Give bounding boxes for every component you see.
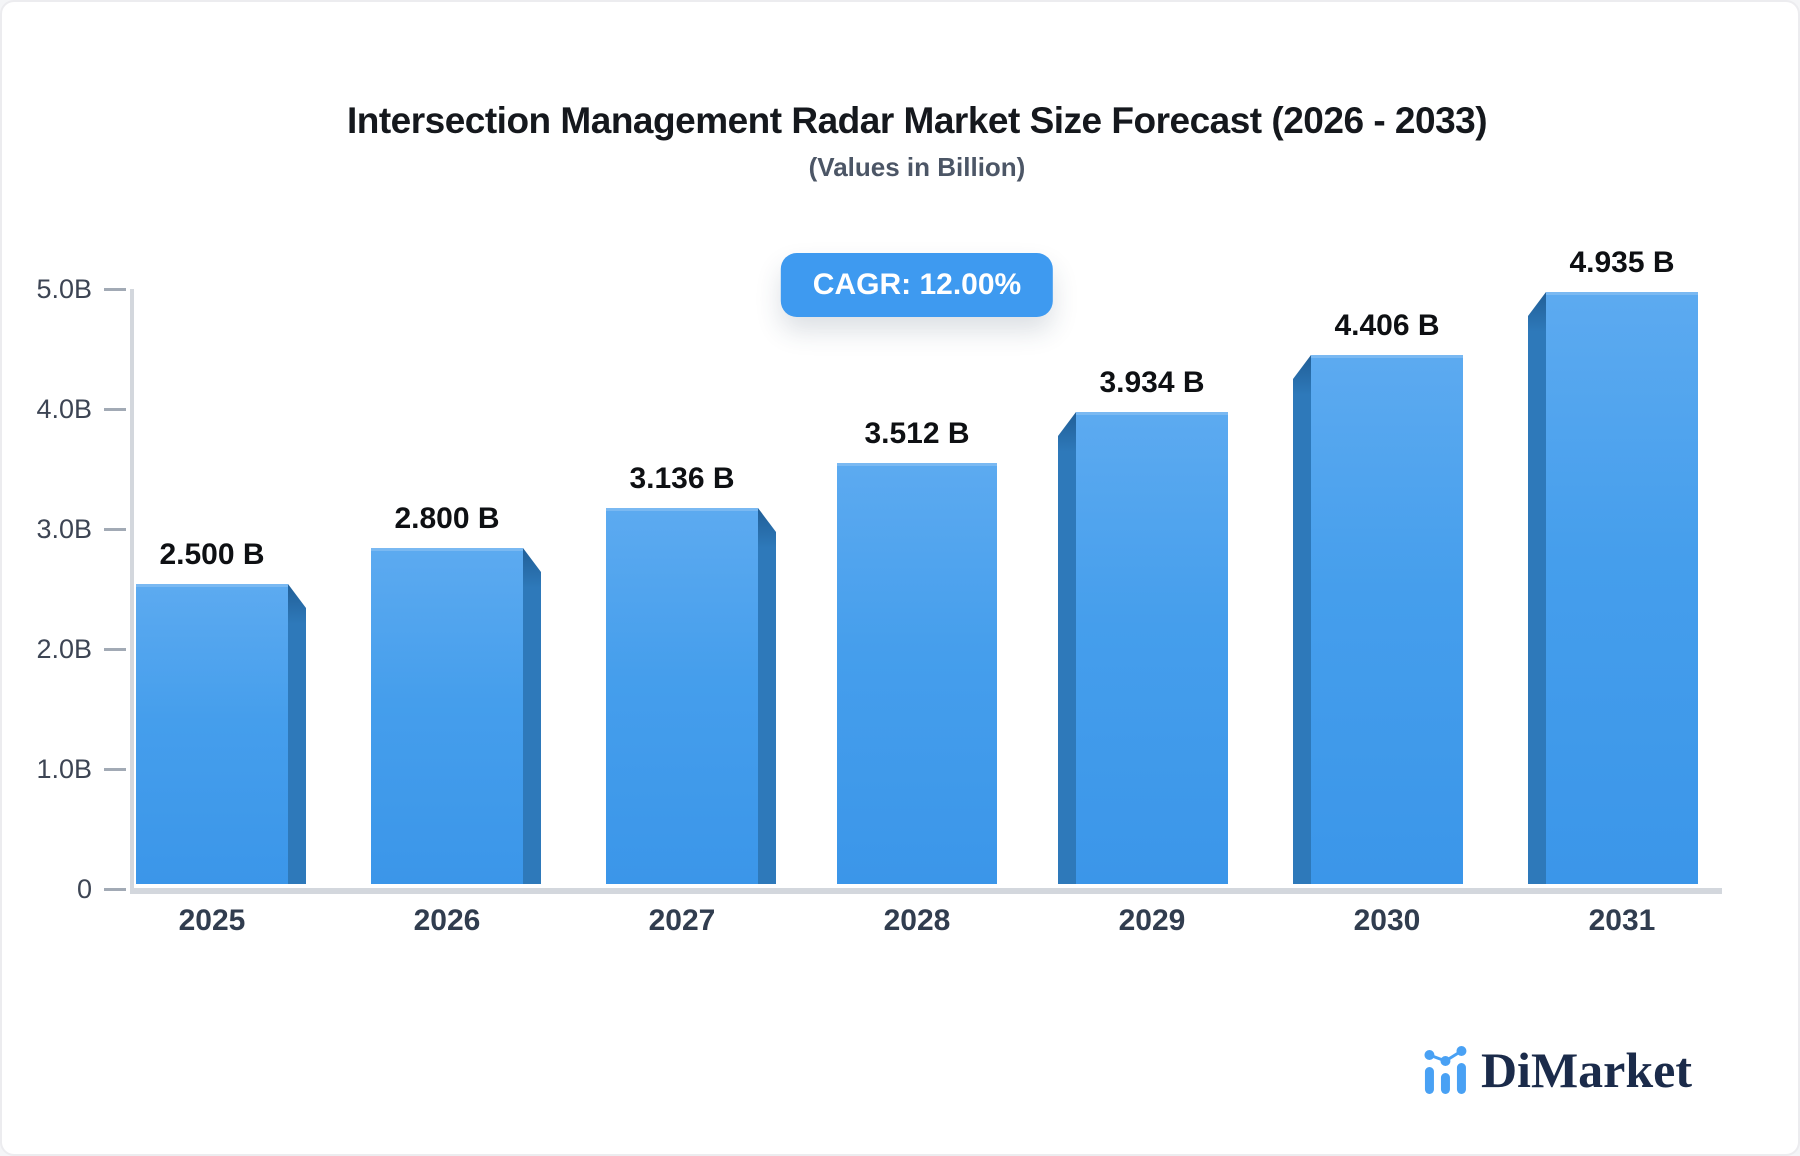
x-axis-line xyxy=(130,888,1722,894)
bar-value-label-2029: 3.934 B xyxy=(1099,366,1205,399)
bar-side-face xyxy=(288,584,306,884)
x-tick-2025: 2025 xyxy=(178,904,246,937)
bar-value-label-2031: 4.935 B xyxy=(1569,246,1675,279)
y-tick-dash xyxy=(104,288,126,291)
y-tick-label-3: 3.0B xyxy=(36,514,92,544)
bar-value-label-2026: 2.800 B xyxy=(394,502,500,535)
bar-front-face xyxy=(1076,412,1228,884)
y-tick-dash xyxy=(104,768,126,771)
dimarket-logo-icon xyxy=(1424,1046,1467,1094)
bar-value-label-2027: 3.136 B xyxy=(629,462,735,495)
y-tick-label-0: 0 xyxy=(76,874,92,904)
bar-side-face xyxy=(523,548,541,884)
y-tick-dash xyxy=(104,888,126,891)
bar-value-label-2030: 4.406 B xyxy=(1334,309,1440,342)
bar-front-face xyxy=(136,584,288,884)
chart-title: Intersection Management Radar Market Siz… xyxy=(346,100,1488,141)
bar-2030: 4.406 B xyxy=(1293,309,1481,884)
x-tick-2029: 2029 xyxy=(1118,904,1186,937)
x-tick-2030: 2030 xyxy=(1353,904,1421,937)
bar-front-face xyxy=(371,548,523,884)
bar-front-face xyxy=(1311,355,1463,884)
bar-side-face xyxy=(1058,412,1076,884)
bar-2026: 2.800 B xyxy=(353,502,541,884)
bar-2029: 3.934 B xyxy=(1058,366,1246,884)
bar-value-label-2028: 3.512 B xyxy=(864,417,970,450)
brand-name: DiMarket xyxy=(1480,1042,1692,1098)
y-tick-dash xyxy=(104,648,126,651)
x-tick-2027: 2027 xyxy=(648,904,716,937)
bar-2031: 4.935 B xyxy=(1528,246,1716,884)
bar-2027: 3.136 B xyxy=(588,462,776,884)
y-tick-dash xyxy=(104,528,126,531)
bar-value-label-2025: 2.500 B xyxy=(159,538,265,571)
bar-side-face xyxy=(1293,355,1311,884)
bar-2025: 2.500 B xyxy=(118,538,306,884)
x-tick-2031: 2031 xyxy=(1588,904,1656,937)
bar-front-face xyxy=(1546,292,1698,884)
cagr-badge: CAGR: 12.00% xyxy=(780,253,1054,317)
y-axis-line xyxy=(130,289,134,891)
bar-side-face xyxy=(758,508,776,884)
x-tick-2028: 2028 xyxy=(883,904,951,937)
bar-2028: 3.512 B xyxy=(823,417,1011,884)
y-tick-label-1: 1.0B xyxy=(36,754,92,784)
chart-subtitle: (Values in Billion) xyxy=(808,152,1026,182)
y-tick-label-4: 4.0B xyxy=(36,394,92,424)
y-tick-label-2: 2.0B xyxy=(36,634,92,664)
bar-front-face xyxy=(837,463,997,884)
bar-front-face xyxy=(606,508,758,884)
bar-side-face xyxy=(1528,292,1546,884)
brand-logo: DiMarket xyxy=(1423,1042,1692,1096)
y-tick-dash xyxy=(104,408,126,411)
x-tick-2026: 2026 xyxy=(413,904,481,937)
y-tick-label-5: 5.0B xyxy=(36,274,92,304)
